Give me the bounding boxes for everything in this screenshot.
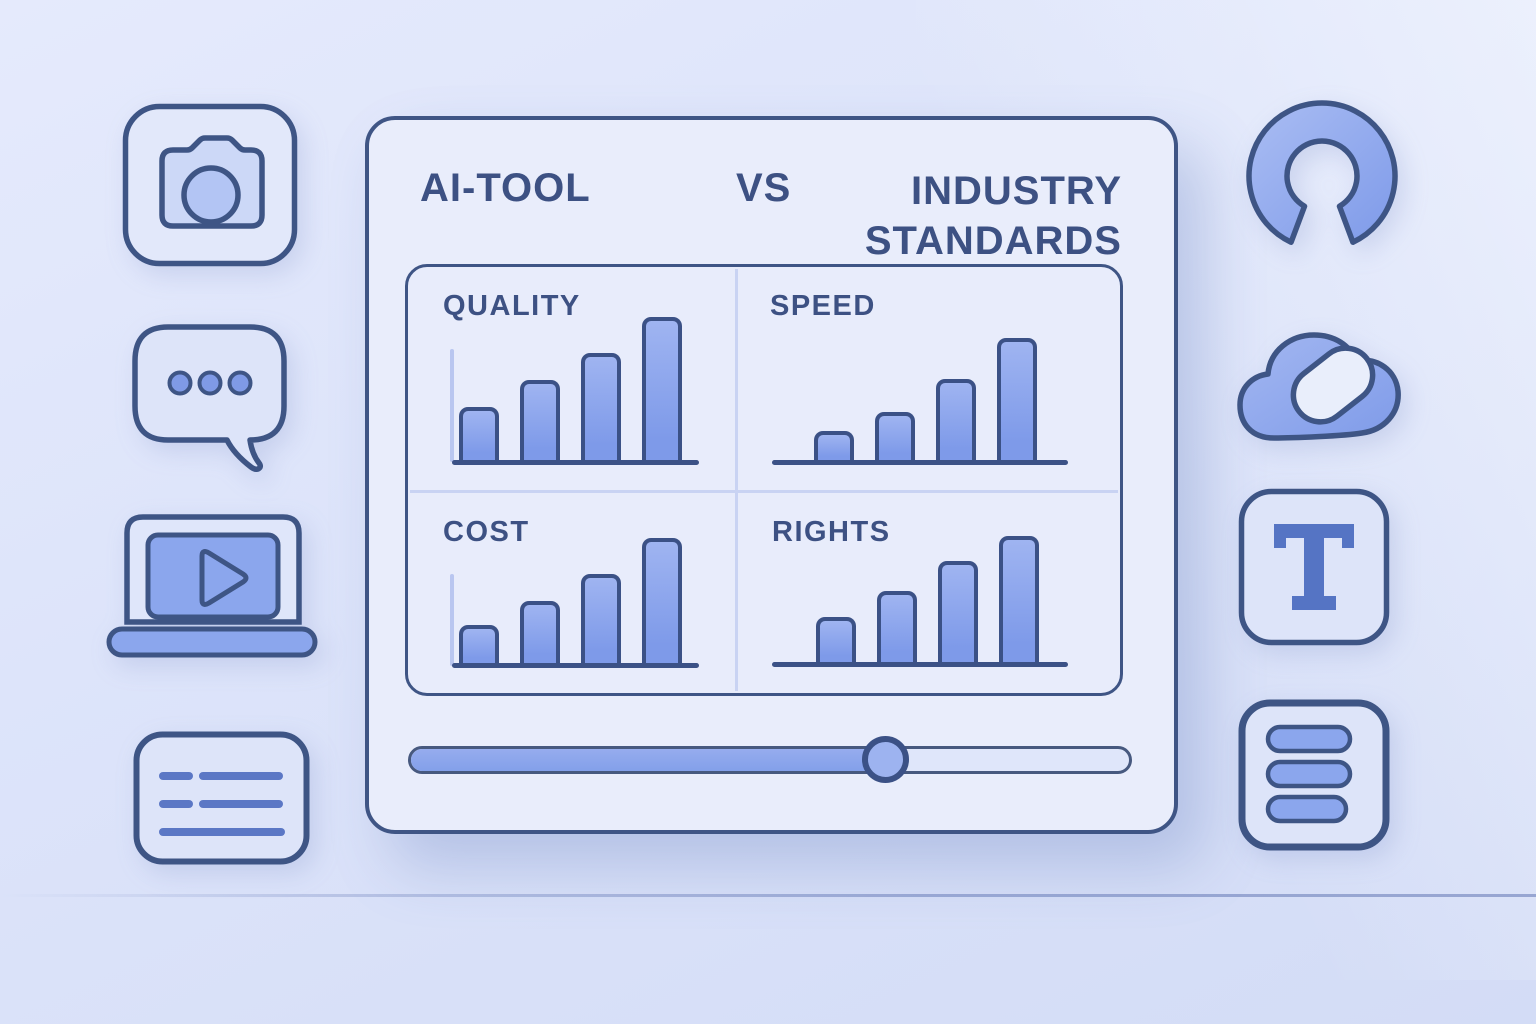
quality-bar-chart — [459, 317, 682, 460]
quality-x-axis — [452, 460, 699, 465]
bar — [816, 617, 856, 662]
bar — [999, 536, 1039, 662]
rights-x-axis — [772, 662, 1068, 667]
title-ai-tool: AI-TOOL — [420, 166, 591, 210]
list-icon[interactable] — [1238, 699, 1390, 856]
title-industry-standards: INDUSTRY STANDARDS — [822, 166, 1122, 266]
chat-dots-icon-graphic — [132, 324, 287, 472]
cloud-icon[interactable] — [1234, 311, 1404, 461]
bar — [938, 561, 978, 662]
bar — [997, 338, 1037, 460]
bar — [936, 379, 976, 460]
camera-icon[interactable] — [122, 103, 298, 272]
quality-y-axis — [450, 349, 454, 462]
camera-icon-graphic — [122, 103, 298, 267]
speed-x-axis — [772, 460, 1068, 465]
slider-handle[interactable] — [861, 736, 909, 783]
speed-label: SPEED — [770, 290, 876, 322]
bar — [875, 412, 915, 460]
bar — [459, 407, 499, 460]
title-vs: VS — [736, 166, 792, 210]
notes-icon-graphic — [133, 731, 310, 865]
title-standards: STANDARDS — [864, 219, 1122, 263]
bar — [459, 625, 499, 663]
bar — [520, 601, 560, 663]
notes-icon[interactable] — [133, 731, 310, 870]
video-laptop-icon[interactable] — [104, 510, 320, 667]
bar — [520, 380, 560, 460]
open-source-icon-graphic — [1246, 100, 1398, 245]
bar — [642, 317, 682, 460]
title-industry: INDUSTRY — [911, 169, 1122, 213]
cost-label: COST — [443, 516, 530, 548]
video-laptop-icon-graphic — [106, 514, 318, 658]
cost-bar-chart — [459, 538, 682, 663]
text-tool-icon-graphic — [1238, 488, 1390, 646]
speed-bar-chart — [814, 338, 1037, 460]
grid-horizontal-divider — [410, 490, 1118, 493]
text-tool-icon[interactable] — [1238, 488, 1390, 651]
bar — [642, 538, 682, 663]
bar — [814, 431, 854, 460]
bar — [581, 353, 621, 460]
cost-x-axis — [452, 663, 699, 668]
quality-label: QUALITY — [443, 290, 581, 322]
desk-line — [0, 894, 1536, 897]
open-source-icon[interactable] — [1237, 100, 1407, 265]
rights-label: RIGHTS — [772, 516, 891, 548]
rights-bar-chart — [816, 536, 1039, 662]
grid-vertical-divider — [735, 269, 738, 691]
cost-y-axis — [450, 574, 454, 666]
cloud-icon-graphic — [1237, 332, 1401, 441]
chat-dots-icon[interactable] — [128, 320, 293, 477]
list-icon-graphic — [1238, 699, 1390, 851]
comparison-slider-track[interactable] — [408, 736, 1132, 783]
bar — [581, 574, 621, 663]
slider-fill — [411, 749, 885, 771]
bar — [877, 591, 917, 662]
